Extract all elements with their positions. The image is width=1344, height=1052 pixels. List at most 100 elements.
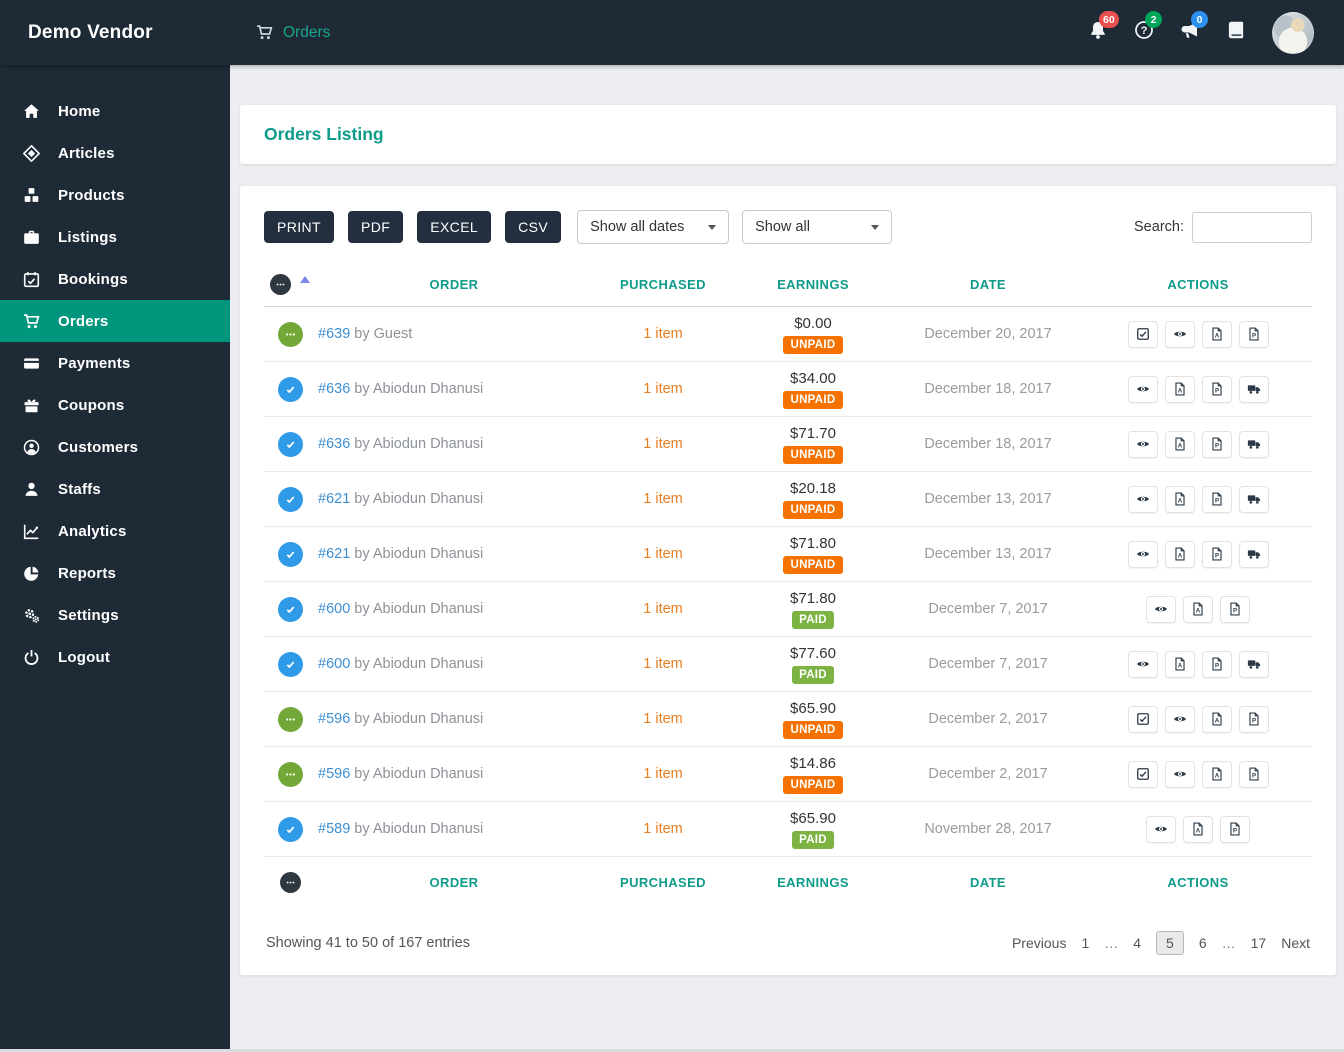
column-header-purchased[interactable]: PURCHASED [592,274,734,307]
file-pdf-action-button[interactable]: A [1164,430,1195,458]
file-p-action-button[interactable]: P [1201,375,1232,403]
truck-action-button[interactable] [1238,485,1269,513]
sidebar-item-payments[interactable]: Payments [0,342,230,384]
pdf-export-button[interactable]: PDF [348,211,404,243]
column-header-purchased[interactable]: PURCHASED [620,875,706,890]
order-link[interactable]: #596 [318,766,351,782]
sidebar-item-products[interactable]: Products [0,174,230,216]
order-status-processing-icon[interactable] [277,321,303,347]
sidebar-item-orders[interactable]: Orders [0,300,230,342]
check-square-action-button[interactable] [1127,320,1158,348]
file-pdf-action-button[interactable]: A [1164,485,1195,513]
order-status-completed-icon[interactable] [277,431,303,457]
eye-action-button[interactable] [1164,320,1195,348]
order-link[interactable]: #621 [318,546,351,562]
sort-ascending-icon[interactable] [300,276,310,283]
order-link[interactable]: #589 [318,821,351,837]
file-pdf-action-button[interactable]: A [1201,705,1232,733]
file-p-action-button[interactable]: P [1201,430,1232,458]
file-pdf-action-button[interactable]: A [1183,815,1213,843]
sidebar-item-home[interactable]: Home [0,90,230,132]
sidebar-item-bookings[interactable]: Bookings [0,258,230,300]
sidebar-item-staffs[interactable]: Staffs [0,468,230,510]
order-status-completed-icon[interactable] [277,376,303,402]
eye-action-button[interactable] [1146,595,1176,623]
column-header-actions[interactable]: ACTIONS [1084,274,1312,307]
eye-action-button[interactable] [1127,485,1158,513]
sidebar-item-analytics[interactable]: Analytics [0,510,230,552]
column-header-date[interactable]: DATE [969,875,1007,890]
order-link[interactable]: #596 [318,711,351,727]
print-export-button[interactable]: PRINT [264,211,334,243]
breadcrumb[interactable]: Orders [256,24,330,42]
page-button-4[interactable]: 4 [1133,935,1142,951]
file-p-action-button[interactable]: P [1238,760,1269,788]
order-status-processing-icon[interactable] [277,706,303,732]
order-status-completed-icon[interactable] [277,651,303,677]
sidebar-item-settings[interactable]: Settings [0,594,230,636]
page-button-6[interactable]: 6 [1198,935,1207,951]
file-p-action-button[interactable]: P [1220,815,1250,843]
previous-page-button[interactable]: Previous [1011,935,1067,951]
truck-action-button[interactable] [1238,540,1269,568]
order-link[interactable]: #621 [318,491,351,507]
question-button[interactable]: ? 2 [1134,11,1162,45]
order-status-completed-icon[interactable] [277,596,303,622]
sidebar-item-customers[interactable]: Customers [0,426,230,468]
sidebar-item-coupons[interactable]: Coupons [0,384,230,426]
order-link[interactable]: #636 [318,381,351,397]
column-header-order[interactable]: ORDER [316,274,592,307]
order-status-completed-icon[interactable] [277,486,303,512]
sidebar-item-listings[interactable]: Listings [0,216,230,258]
file-p-action-button[interactable]: P [1201,485,1232,513]
eye-action-button[interactable] [1127,540,1158,568]
order-status-processing-icon[interactable] [277,761,303,787]
file-pdf-action-button[interactable]: A [1164,375,1195,403]
check-square-action-button[interactable] [1127,760,1158,788]
megaphone-button[interactable]: 0 [1180,11,1208,45]
eye-action-button[interactable] [1127,650,1158,678]
book-button[interactable] [1226,20,1246,45]
file-pdf-action-button[interactable]: A [1201,320,1232,348]
file-p-action-button[interactable]: P [1201,540,1232,568]
eye-action-button[interactable] [1146,815,1176,843]
file-pdf-action-button[interactable]: A [1164,650,1195,678]
file-p-action-button[interactable]: P [1238,705,1269,733]
order-link[interactable]: #600 [318,601,351,617]
column-header-earnings[interactable]: EARNINGS [777,875,849,890]
file-p-action-button[interactable]: P [1220,595,1250,623]
eye-action-button[interactable] [1127,430,1158,458]
column-header-earnings[interactable]: EARNINGS [734,274,892,307]
check-square-action-button[interactable] [1127,705,1158,733]
order-status-completed-icon[interactable] [277,541,303,567]
sidebar-item-reports[interactable]: Reports [0,552,230,594]
file-pdf-action-button[interactable]: A [1183,595,1213,623]
csv-export-button[interactable]: CSV [505,211,562,243]
column-header-order[interactable]: ORDER [429,875,479,890]
order-status-completed-icon[interactable] [277,816,303,842]
order-link[interactable]: #636 [318,436,351,452]
next-page-button[interactable]: Next [1281,935,1310,951]
sidebar-item-articles[interactable]: Articles [0,132,230,174]
order-link[interactable]: #639 [318,326,351,342]
excel-export-button[interactable]: EXCEL [417,211,492,243]
column-header-date[interactable]: DATE [892,274,1084,307]
page-button-17[interactable]: 17 [1250,935,1267,951]
file-p-action-button[interactable]: P [1238,320,1269,348]
truck-action-button[interactable] [1238,430,1269,458]
eye-action-button[interactable] [1127,375,1158,403]
status-filter-select[interactable]: Show all [742,210,893,244]
eye-action-button[interactable] [1164,705,1195,733]
avatar[interactable] [1272,11,1314,54]
select-all-ellipsis-icon[interactable] [279,872,301,893]
sidebar-item-logout[interactable]: Logout [0,636,230,678]
truck-action-button[interactable] [1238,375,1269,403]
order-link[interactable]: #600 [318,656,351,672]
search-input[interactable] [1192,211,1312,243]
date-filter-select[interactable]: Show all dates [577,210,730,244]
select-all-ellipsis-icon[interactable] [270,274,291,295]
file-pdf-action-button[interactable]: A [1201,760,1232,788]
eye-action-button[interactable] [1164,760,1195,788]
bell-button[interactable]: 60 [1088,11,1119,45]
page-button-1[interactable]: 1 [1081,935,1090,951]
